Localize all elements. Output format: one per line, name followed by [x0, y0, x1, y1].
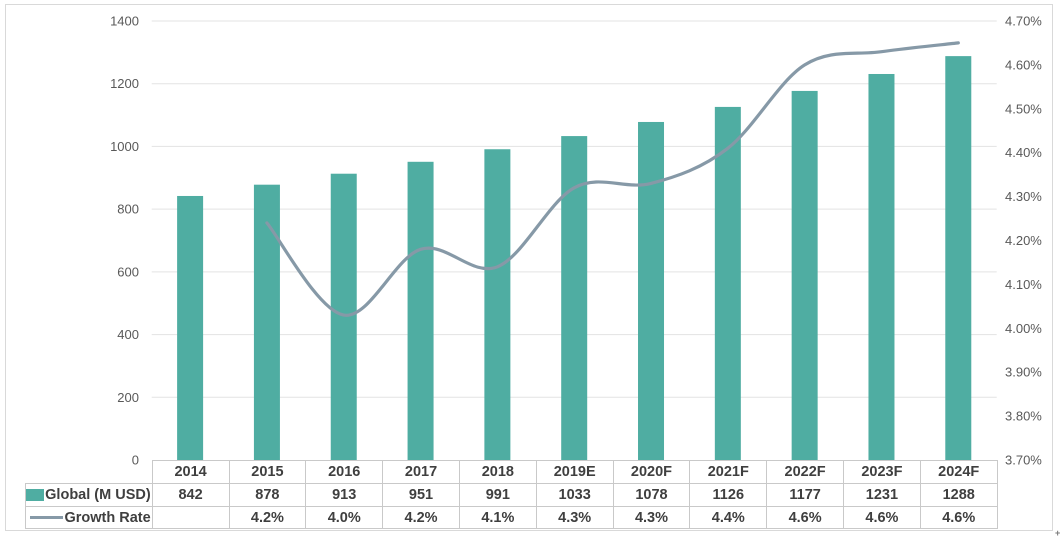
year-header-cell: 2023F	[843, 460, 921, 484]
bar-2018	[484, 149, 511, 460]
right-axis-tick: 3.80%	[1005, 409, 1042, 424]
bar-series-global	[177, 56, 972, 461]
bar-2017	[407, 161, 434, 460]
year-header-cell: 2019E	[535, 460, 614, 484]
year-header-cell: 2016	[305, 460, 384, 484]
right-axis-tick: 4.60%	[1005, 57, 1042, 72]
bar-2019E	[561, 136, 588, 460]
resize-handle-mark: +	[1055, 528, 1061, 538]
growth-value-cell: 4.3%	[535, 506, 614, 529]
bar-legend-swatch	[26, 489, 45, 501]
global-value-cell: 1078	[612, 483, 691, 507]
year-header-cell: 2022F	[766, 460, 844, 484]
right-axis-tick: 4.40%	[1005, 145, 1042, 160]
global-value-cell: 991	[458, 483, 537, 507]
left-axis-tick: 600	[117, 264, 139, 279]
left-axis-tick: 200	[117, 390, 139, 405]
growth-value-cell: 4.6%	[843, 506, 921, 529]
bar-2014	[177, 195, 204, 461]
growth-value-cell: 4.1%	[458, 506, 537, 529]
bar-2021F	[714, 106, 741, 460]
bar-2024F	[945, 56, 972, 461]
growth-rate-line	[265, 41, 960, 317]
bar-2015	[253, 184, 280, 461]
left-axis-tick: 400	[117, 327, 139, 342]
left-axis-tick: 1400	[110, 14, 139, 29]
growth-value-cell	[151, 506, 230, 529]
growth-value-cell: 4.4%	[689, 506, 768, 529]
chart-data-table: 2014 2015 2016 2017 2018 2019E 2020F 2021F 2022F…	[25, 460, 998, 529]
right-axis-tick: 4.30%	[1005, 189, 1042, 204]
bar-2023F	[868, 73, 895, 461]
year-header-cell: 2018	[458, 460, 537, 484]
growth-value-cell: 4.2%	[228, 506, 307, 529]
growth-value-cell: 4.3%	[612, 506, 691, 529]
global-value-cell: 842	[151, 483, 230, 507]
legend-global-label: Global (M USD)	[45, 487, 151, 503]
right-axis-tick: 4.70%	[1005, 14, 1042, 29]
line-legend-swatch	[30, 516, 64, 519]
legend-cell-growth-rate: Growth Rate	[25, 506, 153, 529]
right-axis-labels: 3.70% 3.80% 3.90% 4.00% 4.10% 4.20% 4.30% 4.40%…	[1005, 14, 1042, 468]
global-value-cell: 1126	[689, 483, 768, 507]
year-header-cell: 2017	[382, 460, 460, 484]
global-value-cell: 1033	[535, 483, 614, 507]
right-axis-tick: 4.10%	[1005, 277, 1042, 292]
plot-area: 0 200 400 600 800 1000 1200 1400 3.70% 3.80% 3.90%…	[110, 14, 1042, 468]
year-header-cell: 2014	[151, 460, 230, 484]
global-value-cell: 878	[228, 483, 307, 507]
global-value-cell: 1177	[766, 483, 844, 507]
growth-value-cell: 4.6%	[919, 506, 998, 529]
right-axis-tick: 3.90%	[1005, 365, 1042, 380]
growth-value-cell: 4.6%	[766, 506, 844, 529]
global-value-cell: 913	[305, 483, 384, 507]
left-axis-tick: 1000	[110, 139, 139, 154]
growth-value-cell: 4.2%	[382, 506, 460, 529]
right-axis-tick: 4.20%	[1005, 233, 1042, 248]
growth-value-cell: 4.0%	[305, 506, 384, 529]
bar-2020F	[638, 121, 665, 460]
legend-growth-rate-label: Growth Rate	[64, 509, 151, 526]
bar-2016	[330, 173, 357, 460]
legend-cell-global: Global (M USD)	[25, 483, 153, 507]
global-value-cell: 1231	[843, 483, 921, 507]
left-axis-tick: 0	[132, 453, 139, 468]
left-axis-tick: 1200	[110, 76, 139, 91]
year-header-cell: 2015	[228, 460, 307, 484]
bar-2022F	[791, 90, 818, 461]
year-header-cell: 2020F	[612, 460, 691, 484]
table-corner-cell	[26, 461, 153, 484]
left-axis-labels: 0 200 400 600 800 1000 1200 1400	[110, 14, 139, 468]
global-value-cell: 1288	[919, 483, 998, 507]
left-axis-tick: 800	[117, 202, 139, 217]
right-axis-tick: 3.70%	[1005, 453, 1042, 468]
year-header-cell: 2024F	[919, 460, 998, 484]
global-value-cell: 951	[382, 483, 460, 507]
right-axis-tick: 4.00%	[1005, 321, 1042, 336]
right-axis-tick: 4.50%	[1005, 101, 1042, 116]
year-header-cell: 2021F	[689, 460, 768, 484]
